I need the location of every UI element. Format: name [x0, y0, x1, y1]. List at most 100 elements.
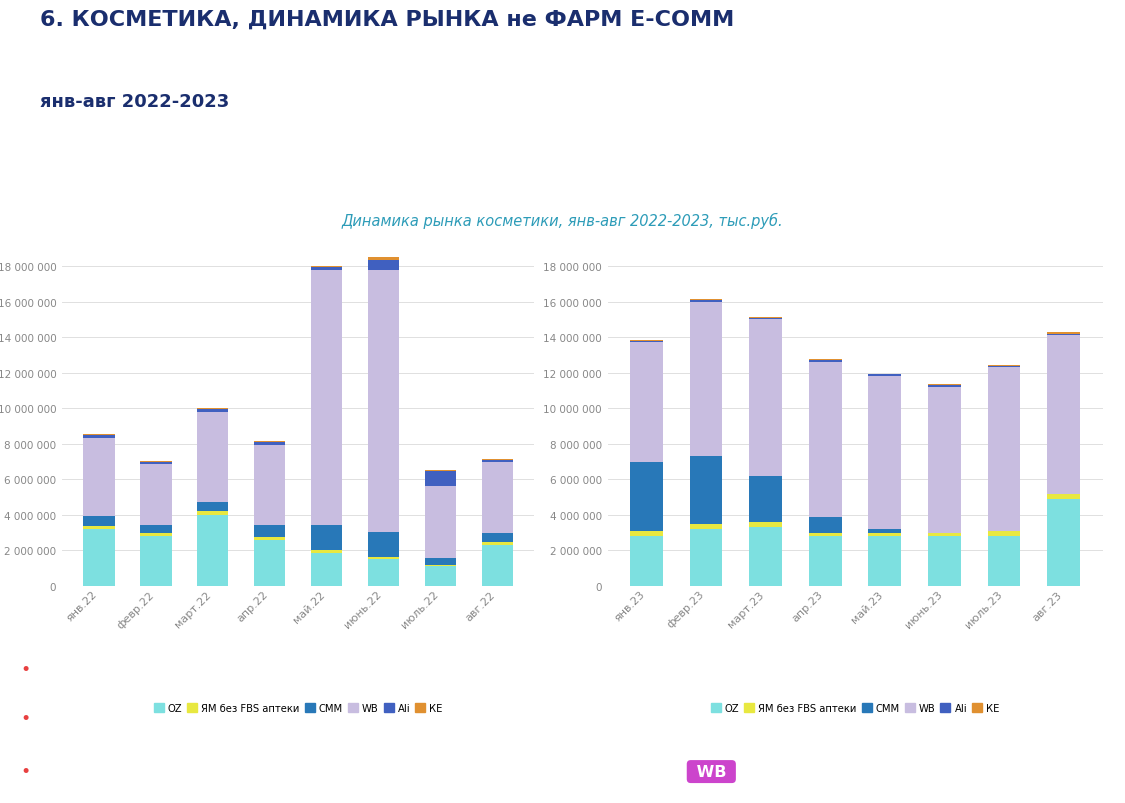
- Bar: [83, 529, 115, 586]
- Bar: [425, 565, 456, 567]
- Bar: [197, 512, 228, 516]
- Bar: [868, 536, 901, 586]
- Bar: [482, 533, 513, 543]
- Bar: [630, 341, 663, 343]
- Bar: [83, 527, 115, 529]
- Bar: [749, 318, 782, 320]
- Bar: [368, 260, 399, 271]
- Bar: [310, 271, 342, 525]
- Text: •: •: [20, 660, 30, 678]
- Bar: [809, 536, 842, 586]
- Text: К аналогичному периоду 2022 года произошел рост +25%: К аналогичному периоду 2022 года произош…: [43, 711, 498, 726]
- Bar: [690, 302, 722, 457]
- Bar: [809, 361, 842, 362]
- Bar: [988, 366, 1020, 368]
- Bar: [1047, 499, 1080, 586]
- Text: •: •: [20, 709, 30, 728]
- Text: Лидером среди МП в категории косметики по прежнему остается: Лидером среди МП в категории косметики п…: [43, 764, 611, 779]
- Bar: [141, 461, 171, 462]
- Bar: [141, 525, 171, 534]
- Bar: [310, 267, 342, 271]
- Bar: [749, 320, 782, 476]
- Bar: [868, 533, 901, 536]
- Bar: [868, 529, 901, 533]
- Bar: [809, 533, 842, 536]
- Bar: [868, 374, 901, 375]
- Bar: [425, 559, 456, 565]
- Bar: [1047, 494, 1080, 499]
- Bar: [630, 340, 663, 341]
- Bar: [254, 537, 286, 540]
- Bar: [254, 540, 286, 586]
- Bar: [630, 462, 663, 531]
- Bar: [988, 536, 1020, 586]
- Legend: OZ, ЯМ без FBS аптеки, СММ, WB, Ali, КЕ: OZ, ЯМ без FBS аптеки, СММ, WB, Ali, КЕ: [706, 699, 1004, 717]
- Bar: [1047, 336, 1080, 494]
- Bar: [749, 522, 782, 528]
- Bar: [310, 553, 342, 586]
- Bar: [482, 459, 513, 460]
- Bar: [1047, 334, 1080, 336]
- Bar: [690, 457, 722, 524]
- Text: в янв-авг: в янв-авг: [256, 662, 336, 677]
- Bar: [368, 258, 399, 260]
- Bar: [83, 434, 115, 435]
- Bar: [630, 343, 663, 462]
- Text: •: •: [20, 762, 30, 781]
- Bar: [988, 368, 1020, 531]
- Bar: [254, 525, 286, 537]
- Bar: [482, 460, 513, 462]
- Text: 6. КОСМЕТИКА, ДИНАМИКА РЫНКА не ФАРМ Е-COMM: 6. КОСМЕТИКА, ДИНАМИКА РЫНКА не ФАРМ Е-C…: [40, 10, 735, 30]
- Bar: [197, 409, 228, 410]
- Bar: [83, 516, 115, 527]
- Bar: [630, 536, 663, 586]
- Bar: [141, 534, 171, 536]
- Bar: [254, 445, 286, 525]
- Bar: [749, 528, 782, 586]
- Bar: [690, 524, 722, 529]
- Bar: [868, 375, 901, 377]
- Text: 2023 г.: 2023 г.: [345, 662, 404, 677]
- Bar: [482, 545, 513, 586]
- Bar: [482, 543, 513, 545]
- Bar: [690, 529, 722, 586]
- Bar: [630, 531, 663, 536]
- Bar: [868, 377, 901, 529]
- Bar: [425, 471, 456, 487]
- Legend: OZ, ЯМ без FBS аптеки, СММ, WB, Ali, КЕ: OZ, ЯМ без FBS аптеки, СММ, WB, Ali, КЕ: [150, 699, 447, 717]
- Bar: [928, 536, 961, 586]
- Bar: [368, 271, 399, 532]
- Text: косметики: косметики: [174, 662, 264, 677]
- Bar: [425, 487, 456, 559]
- Bar: [368, 560, 399, 586]
- Bar: [197, 412, 228, 503]
- Bar: [1047, 332, 1080, 334]
- Bar: [425, 470, 456, 471]
- Bar: [83, 438, 115, 516]
- Text: 105,9 млрд.руб.*: 105,9 млрд.руб.*: [478, 662, 624, 678]
- Bar: [928, 533, 961, 536]
- Bar: [197, 410, 228, 412]
- Bar: [988, 531, 1020, 536]
- Bar: [690, 300, 722, 302]
- Text: Суммарный объем: Суммарный объем: [43, 662, 190, 678]
- Bar: [809, 360, 842, 361]
- Text: Динамика рынка косметики, янв-авг 2022-2023, тыс.руб.: Динамика рынка косметики, янв-авг 2022-2…: [342, 213, 783, 229]
- Bar: [141, 536, 171, 586]
- Bar: [368, 557, 399, 560]
- Bar: [141, 462, 171, 465]
- Bar: [809, 362, 842, 517]
- Bar: [482, 462, 513, 533]
- Bar: [988, 365, 1020, 366]
- Text: янв-авг 2022-2023: янв-авг 2022-2023: [40, 92, 229, 111]
- Bar: [928, 385, 961, 387]
- Text: WB: WB: [691, 764, 732, 779]
- Bar: [254, 442, 286, 445]
- Bar: [749, 317, 782, 318]
- Bar: [928, 387, 961, 533]
- Bar: [310, 551, 342, 553]
- Bar: [809, 517, 842, 533]
- Bar: [368, 532, 399, 557]
- Bar: [749, 476, 782, 522]
- Text: составил: составил: [403, 662, 482, 677]
